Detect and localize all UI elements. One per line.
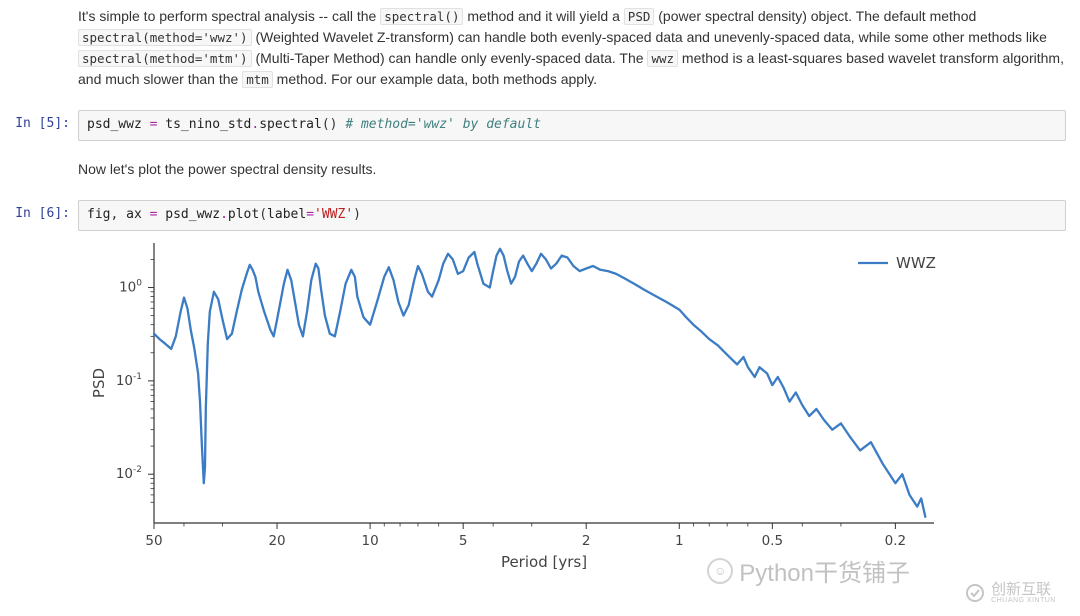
svg-text:20: 20 [268,533,285,549]
code-token: ts_nino_std [165,117,251,132]
watermark-brand: 创新互联 CHUANG XINTUN [965,582,1056,604]
svg-text:10-2: 10-2 [116,465,142,482]
logo-icon [965,583,985,603]
markdown-paragraph: It's simple to perform spectral analysis… [78,6,1066,90]
svg-text:1: 1 [675,533,684,549]
inline-code: spectral() [380,8,463,25]
input-prompt: In [5]: [0,110,78,141]
svg-text:2: 2 [582,533,591,549]
prompt-empty [0,153,78,188]
svg-text:0.2: 0.2 [885,533,906,549]
text: It's simple to perform spectral analysis… [78,8,380,24]
text: (Multi-Taper Method) can handle only eve… [252,50,648,66]
inline-code: spectral(method='wwz') [78,29,252,46]
code-token: ) [353,207,361,222]
markdown-paragraph: Now let's plot the power spectral densit… [78,159,1066,180]
psd-chart: 50 20 10 5 2 1 0.5 0.2 100 10-1 10-2 Period [yrs] PS… [78,235,1066,578]
code-token: label [267,207,306,222]
svg-text:0.5: 0.5 [762,533,783,549]
input-prompt: In [6]: [0,200,78,231]
code-input[interactable]: psd_wwz = ts_nino_std.spectral() # metho… [78,110,1066,141]
code-comment: # method='wwz' by default [345,117,541,132]
svg-text:WWZ: WWZ [896,254,936,272]
watermark-text: 创新互联 [991,582,1056,597]
code-token: . [220,207,228,222]
watermark-sub: CHUANG XINTUN [991,597,1056,604]
output-cell-6: 50 20 10 5 2 1 0.5 0.2 100 10-1 10-2 Period [yrs] PS… [0,231,1080,578]
code-token: ax [126,207,142,222]
inline-code: wwz [647,50,678,67]
svg-text:10-1: 10-1 [116,372,142,389]
inline-code: spectral(method='mtm') [78,50,252,67]
code-token: psd_wwz [87,117,142,132]
code-cell-5: In [5]: psd_wwz = ts_nino_std.spectral()… [0,110,1080,141]
inline-code: mtm [242,71,273,88]
code-token: = [142,117,165,132]
watermark-python: ☺ Python干货铺子 [707,553,910,588]
text: (power spectral density) object. The def… [654,8,976,24]
code-token: fig [87,207,110,222]
chart-svg: 50 20 10 5 2 1 0.5 0.2 100 10-1 10-2 Period [yrs] PS… [78,235,948,575]
svg-text:100: 100 [119,278,142,295]
watermark-text: Python干货铺子 [739,553,910,588]
code-token: = [142,207,165,222]
code-token: spectral [259,117,322,132]
code-token: , [110,207,126,222]
text: method and it will yield a [463,8,623,24]
text: (Weighted Wavelet Z-transform) can handl… [252,29,1047,45]
inline-code: PSD [624,8,655,25]
svg-text:10: 10 [362,533,379,549]
text: method. For our example data, both metho… [273,71,597,87]
code-token: psd_wwz [165,207,220,222]
svg-text:50: 50 [145,533,162,549]
code-cell-6: In [6]: fig, ax = psd_wwz.plot(label='WW… [0,200,1080,231]
code-token: = [306,207,314,222]
code-token: plot [228,207,259,222]
prompt-empty [0,0,78,98]
svg-text:5: 5 [459,533,468,549]
markdown-cell-1: It's simple to perform spectral analysis… [0,0,1080,98]
markdown-cell-2: Now let's plot the power spectral densit… [0,153,1080,188]
code-token: () [322,117,345,132]
svg-text:Period [yrs]: Period [yrs] [501,553,587,571]
code-string: 'WWZ' [314,207,353,222]
svg-text:PSD: PSD [90,368,108,398]
code-input[interactable]: fig, ax = psd_wwz.plot(label='WWZ') [78,200,1066,231]
code-token: ( [259,207,267,222]
